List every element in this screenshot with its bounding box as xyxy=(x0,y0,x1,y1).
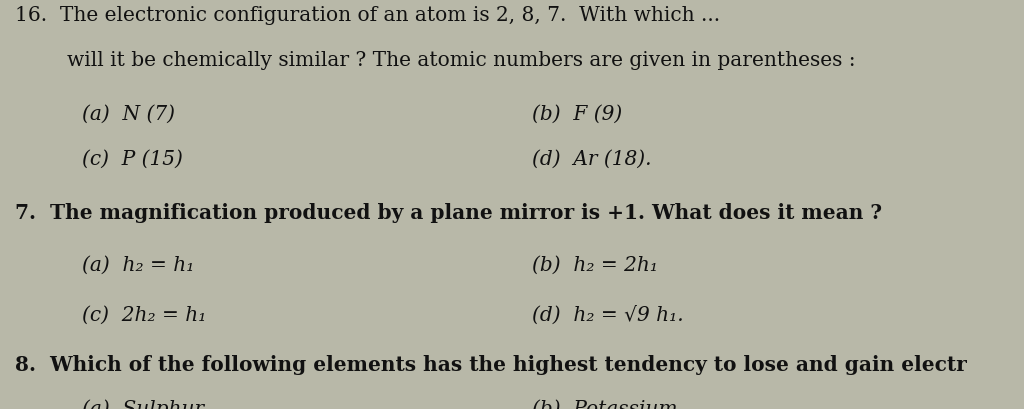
Text: (a)  h₂ = h₁: (a) h₂ = h₁ xyxy=(82,256,195,274)
Text: 16.  The electronic configuration of an atom is 2, 8, 7.  With which ...: 16. The electronic configuration of an a… xyxy=(15,6,721,25)
Text: (a)  Sulphur: (a) Sulphur xyxy=(82,399,204,409)
Text: (a)  N (7): (a) N (7) xyxy=(82,104,175,123)
Text: 7.  The magnification produced by a plane mirror is +1. What does it mean ?: 7. The magnification produced by a plane… xyxy=(15,202,883,222)
Text: 8.  Which of the following elements has the highest tendency to lose and gain el: 8. Which of the following elements has t… xyxy=(15,354,967,374)
Text: (d)  h₂ = √9 h₁.: (d) h₂ = √9 h₁. xyxy=(532,305,684,324)
Text: will it be chemically similar ? The atomic numbers are given in parentheses :: will it be chemically similar ? The atom… xyxy=(67,51,855,70)
Text: (c)  P (15): (c) P (15) xyxy=(82,149,183,168)
Text: (b)  F (9): (b) F (9) xyxy=(532,104,623,123)
Text: (c)  2h₂ = h₁: (c) 2h₂ = h₁ xyxy=(82,305,206,324)
Text: (b)  Potassium: (b) Potassium xyxy=(532,399,678,409)
Text: (b)  h₂ = 2h₁: (b) h₂ = 2h₁ xyxy=(532,256,658,274)
Text: (d)  Ar (18).: (d) Ar (18). xyxy=(532,149,652,168)
